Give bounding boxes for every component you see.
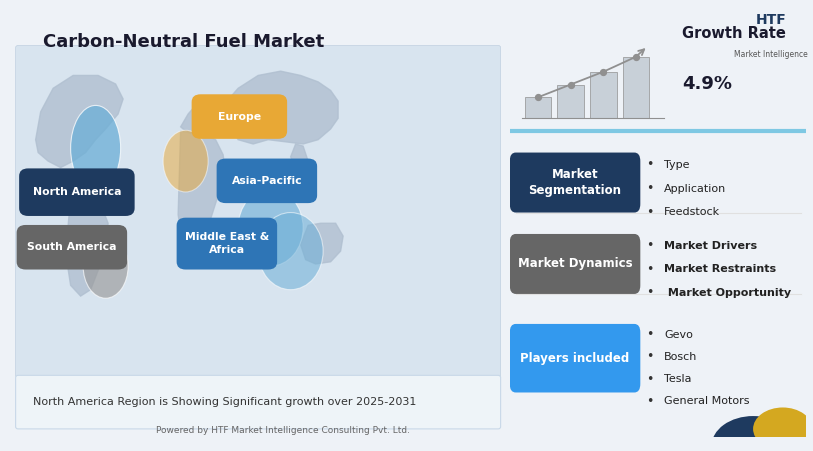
Text: •: • [646, 262, 654, 276]
Text: Market Opportunity: Market Opportunity [664, 288, 791, 298]
FancyBboxPatch shape [15, 375, 501, 429]
FancyBboxPatch shape [216, 159, 317, 203]
Point [564, 81, 577, 88]
Polygon shape [223, 71, 338, 144]
Ellipse shape [71, 106, 120, 191]
FancyBboxPatch shape [623, 57, 650, 118]
Text: Growth Rate: Growth Rate [682, 26, 785, 41]
Polygon shape [301, 223, 343, 264]
FancyBboxPatch shape [20, 168, 135, 216]
Text: North America: North America [33, 187, 121, 197]
Text: Powered by HTF Market Intelligence Consulting Pvt. Ltd.: Powered by HTF Market Intelligence Consu… [156, 426, 410, 435]
Text: Players included: Players included [520, 352, 629, 365]
Text: Market Dynamics: Market Dynamics [518, 258, 633, 271]
Text: •: • [646, 328, 654, 341]
Text: Market Intelligence: Market Intelligence [734, 50, 808, 59]
Text: Asia-Pacific: Asia-Pacific [232, 176, 302, 186]
FancyBboxPatch shape [16, 225, 127, 270]
Polygon shape [36, 75, 123, 167]
Point [597, 68, 610, 75]
Text: Middle East &
Africa: Middle East & Africa [185, 232, 269, 255]
Polygon shape [178, 131, 226, 255]
Text: Gevo: Gevo [664, 330, 693, 340]
Polygon shape [66, 195, 108, 296]
FancyBboxPatch shape [15, 46, 501, 377]
Ellipse shape [753, 408, 812, 450]
Text: Application: Application [664, 184, 726, 193]
Text: Market Drivers: Market Drivers [664, 240, 757, 250]
Text: •: • [646, 373, 654, 386]
Text: •: • [646, 206, 654, 219]
Text: •: • [646, 182, 654, 195]
Text: Carbon-Neutral Fuel Market: Carbon-Neutral Fuel Market [43, 32, 324, 51]
Ellipse shape [83, 234, 128, 298]
Text: •: • [646, 286, 654, 299]
Point [629, 53, 642, 60]
FancyBboxPatch shape [524, 97, 551, 118]
Text: Type: Type [664, 160, 689, 170]
Text: 4.9%: 4.9% [682, 75, 732, 93]
Ellipse shape [163, 130, 208, 192]
FancyBboxPatch shape [176, 218, 277, 270]
FancyBboxPatch shape [557, 84, 584, 118]
Text: Market
Segmentation: Market Segmentation [528, 168, 621, 197]
FancyBboxPatch shape [192, 94, 287, 139]
Text: Tesla: Tesla [664, 374, 692, 384]
FancyBboxPatch shape [510, 234, 641, 294]
Text: North America Region is Showing Significant growth over 2025-2031: North America Region is Showing Signific… [33, 397, 416, 407]
Point [532, 94, 545, 101]
Ellipse shape [711, 416, 794, 451]
Text: Bosch: Bosch [664, 352, 698, 362]
Text: South America: South America [27, 242, 116, 252]
Text: •: • [646, 158, 654, 171]
Ellipse shape [238, 189, 303, 266]
Text: •: • [646, 350, 654, 364]
Text: •: • [646, 239, 654, 252]
Text: Feedstock: Feedstock [664, 207, 720, 217]
FancyBboxPatch shape [590, 72, 616, 118]
Text: Market Restraints: Market Restraints [664, 264, 776, 274]
Text: Europe: Europe [218, 111, 261, 122]
Text: HTF: HTF [755, 13, 786, 28]
Polygon shape [180, 101, 220, 135]
Text: •: • [646, 395, 654, 408]
Polygon shape [290, 144, 308, 176]
Ellipse shape [258, 212, 323, 290]
FancyBboxPatch shape [510, 152, 641, 212]
Text: General Motors: General Motors [664, 396, 750, 406]
FancyBboxPatch shape [510, 324, 641, 392]
